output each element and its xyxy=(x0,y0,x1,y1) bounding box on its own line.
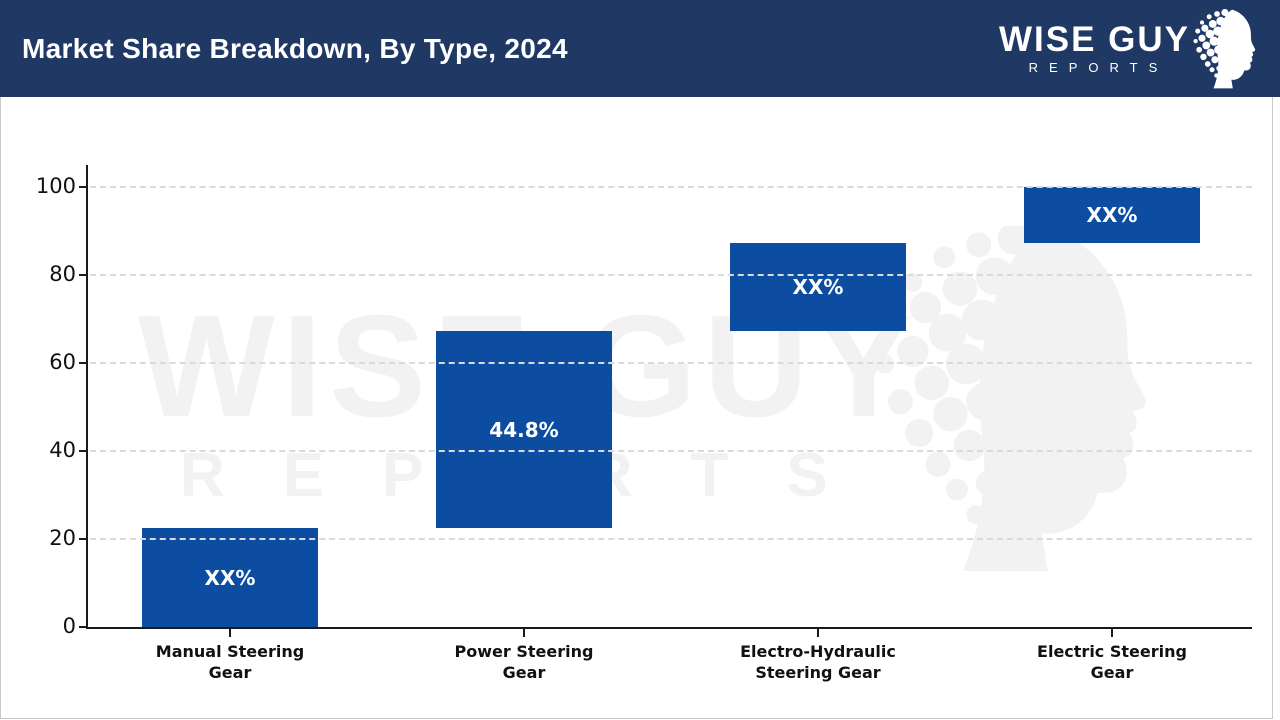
gridline xyxy=(90,273,1252,276)
y-tick-label: 40 xyxy=(49,437,76,462)
bar-value-label: XX% xyxy=(204,565,256,590)
y-axis-line xyxy=(86,165,88,629)
y-tick-label: 20 xyxy=(49,525,76,550)
bar-electric-steering-gear: XX% xyxy=(1024,186,1200,244)
gridline xyxy=(90,185,1252,188)
wise-guy-logo: WISE GUY REPORTS xyxy=(998,8,1260,89)
bar-power-steering-gear: 44.8% xyxy=(436,330,612,529)
frame-border-right xyxy=(1272,97,1273,719)
y-tick xyxy=(79,361,88,364)
y-tick xyxy=(79,537,88,540)
x-tick xyxy=(229,629,231,637)
bar-value-label: XX% xyxy=(792,275,844,300)
y-tick-label: 60 xyxy=(49,349,76,374)
bar-electro-hydraulic-steering-gear: XX% xyxy=(730,243,906,331)
category-label-manual-steering-gear: Manual Steering Gear xyxy=(155,642,305,682)
logo-wordmark: WISE GUY xyxy=(998,19,1190,59)
header: Market Share Breakdown, By Type, 2024 WI… xyxy=(0,0,1280,97)
bar-value-label: XX% xyxy=(1086,202,1138,227)
logo-text: WISE GUY REPORTS xyxy=(998,19,1190,76)
bar-manual-steering-gear: XX% xyxy=(142,528,318,627)
y-tick xyxy=(79,185,88,188)
category-label-electro-hydraulic-steering-gear: Electro-Hydraulic Steering Gear xyxy=(740,642,896,682)
frame-border-left xyxy=(0,97,1,719)
category-label-electric-steering-gear: Electric Steering Gear xyxy=(1037,642,1187,682)
y-tick-label: 0 xyxy=(62,614,76,638)
watermark-head-icon xyxy=(875,226,1146,571)
logo-head-icon xyxy=(1193,8,1256,88)
frame-border-bottom xyxy=(0,718,1273,719)
logo-subtext: REPORTS xyxy=(1028,60,1169,76)
y-tick xyxy=(79,273,88,276)
gridline xyxy=(90,449,1252,452)
y-tick xyxy=(79,626,88,628)
category-label-power-steering-gear: Power Steering Gear xyxy=(454,642,594,682)
y-tick-label: 100 xyxy=(35,173,76,198)
bar-value-label: 44.8% xyxy=(489,417,559,442)
x-axis-line xyxy=(86,627,1252,629)
x-tick xyxy=(817,629,819,637)
y-tick xyxy=(79,449,88,452)
gridline xyxy=(90,537,1252,540)
page-title: Market Share Breakdown, By Type, 2024 xyxy=(22,32,568,64)
y-tick-label: 80 xyxy=(49,261,76,286)
x-tick xyxy=(523,629,525,637)
gridline xyxy=(90,361,1252,364)
x-tick xyxy=(1111,629,1113,637)
